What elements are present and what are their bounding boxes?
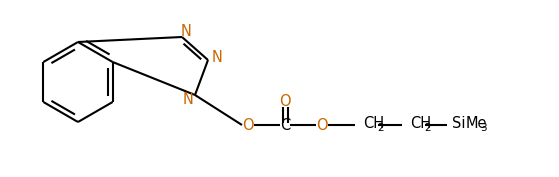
Text: CH: CH	[363, 116, 384, 132]
Text: O: O	[279, 93, 291, 109]
Text: Si: Si	[452, 116, 466, 132]
Text: CH: CH	[410, 116, 431, 132]
Text: Me: Me	[466, 116, 487, 132]
Text: N: N	[211, 50, 222, 65]
Text: 2: 2	[424, 123, 430, 133]
Text: O: O	[242, 118, 254, 133]
Text: O: O	[316, 118, 328, 133]
Text: N: N	[183, 93, 193, 107]
Text: 3: 3	[480, 123, 487, 133]
Text: N: N	[181, 24, 191, 39]
Text: C: C	[280, 118, 290, 133]
Text: 2: 2	[377, 123, 383, 133]
